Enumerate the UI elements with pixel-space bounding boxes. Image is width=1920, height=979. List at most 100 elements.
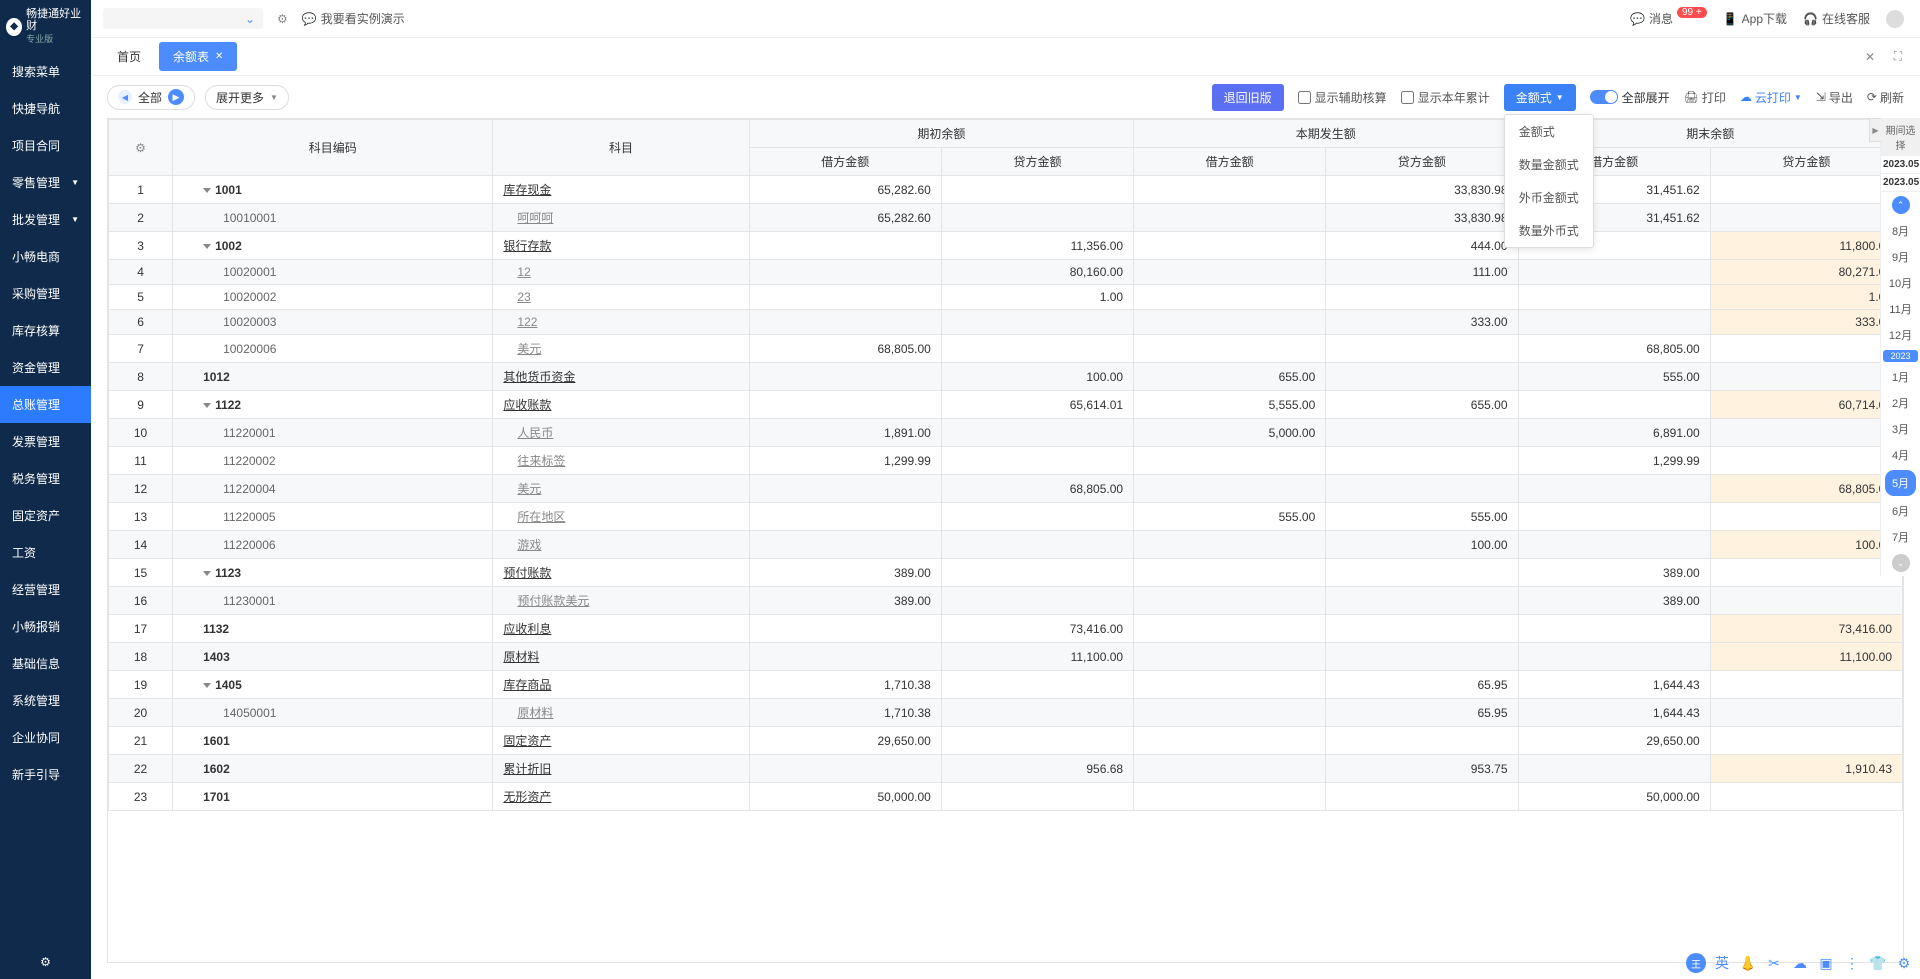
expand-icon[interactable]: [203, 403, 211, 408]
nav-item-14[interactable]: 经营管理: [0, 571, 91, 608]
close-all-button[interactable]: ✕: [1860, 47, 1880, 67]
expand-icon[interactable]: [203, 571, 211, 576]
end-debit: [1518, 615, 1710, 643]
table-row: 16 11230001 预付账款美元 389.00 389.00: [109, 587, 1903, 615]
show-aux-checkbox[interactable]: 显示辅助核算: [1298, 89, 1387, 106]
expand-all-toggle[interactable]: [1590, 90, 1618, 104]
demo-link[interactable]: 💬 我要看实例演示: [302, 10, 405, 27]
month-item[interactable]: 1月: [1881, 364, 1920, 390]
nav-item-10[interactable]: 发票管理: [0, 423, 91, 460]
ime-icon[interactable]: 王: [1686, 953, 1706, 973]
scroll-down-button[interactable]: ⌄: [1892, 554, 1910, 572]
nav-item-5[interactable]: 小畅电商: [0, 238, 91, 275]
export-button[interactable]: ⇲ 导出: [1816, 89, 1853, 106]
download-link[interactable]: 📱 App下载: [1723, 10, 1787, 27]
nav-item-11[interactable]: 税务管理: [0, 460, 91, 497]
show-year-checkbox[interactable]: 显示本年累计: [1401, 89, 1490, 106]
month-item[interactable]: 4月: [1881, 442, 1920, 468]
tool-icon-4[interactable]: ▣: [1816, 953, 1836, 973]
month-item[interactable]: 8月: [1881, 218, 1920, 244]
tool-icon-6[interactable]: 👕: [1868, 953, 1888, 973]
nav-item-15[interactable]: 小畅报销: [0, 608, 91, 645]
period-debit: [1134, 671, 1326, 699]
dropdown-item-3[interactable]: 数量外币式: [1505, 214, 1593, 247]
end-credit: 80,271.00: [1710, 260, 1902, 285]
period-credit: 33,830.98: [1326, 176, 1518, 204]
nav-item-12[interactable]: 固定资产: [0, 497, 91, 534]
expand-icon[interactable]: [203, 188, 211, 193]
expand-icon[interactable]: [203, 683, 211, 688]
month-item[interactable]: 11月: [1881, 296, 1920, 322]
month-item[interactable]: 10月: [1881, 270, 1920, 296]
nav-item-4[interactable]: 批发管理▼: [0, 201, 91, 238]
begin-credit: [941, 335, 1133, 363]
account-code: 1132: [173, 615, 493, 643]
amount-mode-button[interactable]: 金额式 ▼: [1504, 84, 1576, 111]
back-old-button[interactable]: 退回旧版: [1212, 84, 1284, 111]
nav-item-17[interactable]: 系统管理: [0, 682, 91, 719]
dropdown-item-2[interactable]: 外币金额式: [1505, 181, 1593, 214]
end-credit: [1710, 335, 1902, 363]
month-item[interactable]: 6月: [1881, 498, 1920, 524]
nav-item-19[interactable]: 新手引导: [0, 756, 91, 793]
cloud-print-button[interactable]: ☁ 云打印 ▼: [1740, 89, 1802, 106]
expand-icon[interactable]: [203, 244, 211, 249]
dropdown-item-1[interactable]: 数量金额式: [1505, 148, 1593, 181]
table-row: 21 1601 固定资产 29,650.00 29,650.00: [109, 727, 1903, 755]
dropdown-item-0[interactable]: 金额式: [1505, 115, 1593, 148]
nav-item-13[interactable]: 工资: [0, 534, 91, 571]
tool-icon-1[interactable]: 👃: [1738, 953, 1758, 973]
nav-item-6[interactable]: 采购管理: [0, 275, 91, 312]
collapse-handle[interactable]: ▶: [1869, 118, 1881, 142]
nav-item-3[interactable]: 零售管理▼: [0, 164, 91, 201]
nav-item-7[interactable]: 库存核算: [0, 312, 91, 349]
date-from: 2023.05: [1881, 156, 1920, 174]
period-debit: [1134, 260, 1326, 285]
month-item[interactable]: 7月: [1881, 524, 1920, 550]
tab-balance[interactable]: 余额表 ✕: [159, 42, 237, 71]
end-credit: [1710, 447, 1902, 475]
tab-home[interactable]: 首页: [103, 42, 155, 71]
scroll-up-button[interactable]: ⌃: [1892, 196, 1910, 214]
account-subject: 库存商品: [493, 671, 749, 699]
print-button[interactable]: 🖨 打印: [1684, 89, 1726, 106]
nav-item-0[interactable]: 搜索菜单: [0, 53, 91, 90]
month-item[interactable]: 3月: [1881, 416, 1920, 442]
account-code: 10010001: [173, 204, 493, 232]
begin-credit: [941, 447, 1133, 475]
month-item[interactable]: 5月: [1885, 470, 1916, 496]
fullscreen-button[interactable]: ⛶: [1888, 47, 1908, 67]
nav-item-16[interactable]: 基础信息: [0, 645, 91, 682]
gear-icon[interactable]: ⚙: [277, 12, 288, 26]
refresh-button[interactable]: ⟳ 刷新: [1867, 89, 1904, 106]
end-debit: 389.00: [1518, 587, 1710, 615]
support-link[interactable]: 🎧 在线客服: [1803, 10, 1870, 27]
month-item[interactable]: 2月: [1881, 390, 1920, 416]
period-debit: [1134, 783, 1326, 811]
filter-all[interactable]: ◀ 全部 ▶: [107, 85, 195, 110]
expand-more[interactable]: 展开更多 ▼: [205, 85, 289, 110]
begin-credit: [941, 783, 1133, 811]
nav-item-8[interactable]: 资金管理: [0, 349, 91, 386]
month-item[interactable]: 9月: [1881, 244, 1920, 270]
begin-credit: 956.68: [941, 755, 1133, 783]
nav-item-9[interactable]: 总账管理: [0, 386, 91, 423]
org-selector[interactable]: ⌄: [103, 8, 263, 29]
nav-item-2[interactable]: 项目合同: [0, 127, 91, 164]
end-debit: 555.00: [1518, 363, 1710, 391]
tool-icon-2[interactable]: ✂: [1764, 953, 1784, 973]
messages-link[interactable]: 💬 消息 99 +: [1630, 10, 1707, 27]
tool-icon-3[interactable]: ☁: [1790, 953, 1810, 973]
lang-icon[interactable]: 英: [1712, 953, 1732, 973]
tool-icon-5[interactable]: ⋮: [1842, 953, 1862, 973]
nav-item-1[interactable]: 快捷导航: [0, 90, 91, 127]
month-item[interactable]: 12月: [1881, 322, 1920, 348]
close-icon[interactable]: ✕: [215, 51, 223, 62]
user-menu[interactable]: [1886, 10, 1908, 28]
nav-item-18[interactable]: 企业协同: [0, 719, 91, 756]
gear-icon[interactable]: ⚙: [109, 120, 173, 176]
settings-button[interactable]: ⚙: [0, 945, 91, 979]
end-debit: [1518, 310, 1710, 335]
gear-icon: ⚙: [40, 955, 51, 969]
tool-icon-7[interactable]: ⚙: [1894, 953, 1914, 973]
